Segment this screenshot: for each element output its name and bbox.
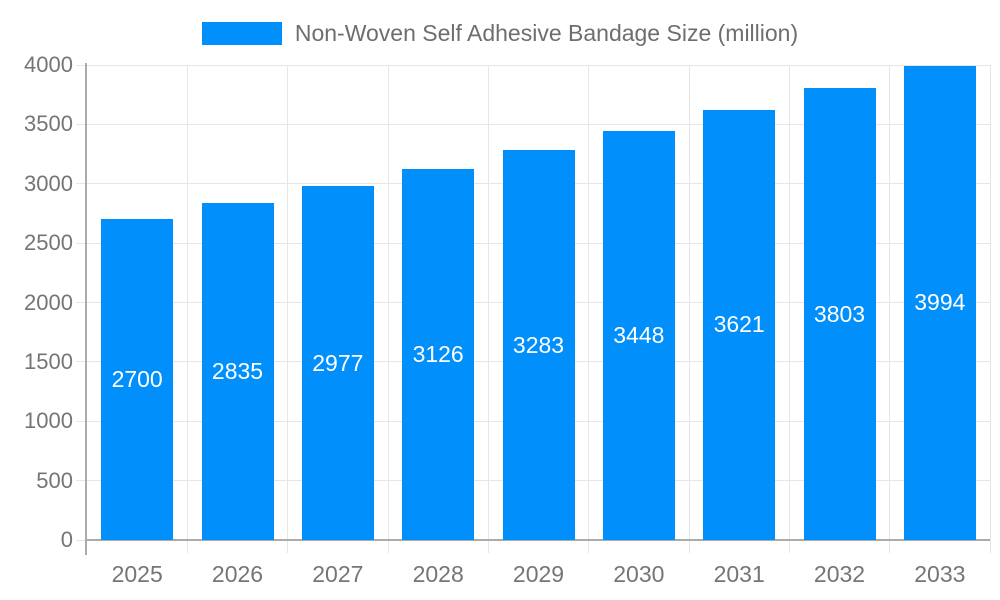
x-axis-tick bbox=[588, 540, 590, 553]
x-axis-tick bbox=[287, 540, 289, 553]
x-tick-label: 2029 bbox=[512, 561, 565, 587]
bar-value-label: 2977 bbox=[312, 349, 364, 376]
bar[interactable]: 3126 bbox=[402, 168, 475, 540]
bar-value-label: 2700 bbox=[111, 366, 163, 393]
y-tick-label: 2000 bbox=[24, 289, 73, 315]
bar-value-label: 3283 bbox=[512, 331, 565, 358]
bar[interactable]: 2977 bbox=[301, 186, 374, 540]
bar[interactable]: 3994 bbox=[903, 65, 976, 540]
y-tick-label: 2500 bbox=[24, 230, 73, 256]
x-axis-line bbox=[85, 539, 990, 541]
gridline-v bbox=[287, 65, 289, 540]
x-tick-label: 2026 bbox=[211, 561, 264, 587]
y-axis-tick bbox=[76, 539, 87, 541]
legend-label: Non-Woven Self Adhesive Bandage Size (mi… bbox=[294, 20, 799, 46]
bar-value-label: 3126 bbox=[412, 340, 464, 367]
bar[interactable]: 3621 bbox=[703, 110, 776, 540]
x-axis-tick bbox=[487, 540, 489, 553]
y-tick-label: 3500 bbox=[24, 111, 73, 137]
gridline-h bbox=[87, 123, 990, 125]
bar-value-label: 3803 bbox=[813, 300, 866, 327]
y-axis-tick bbox=[76, 302, 87, 303]
y-tick-label: 1000 bbox=[24, 408, 73, 434]
x-tick-label: 2033 bbox=[914, 561, 966, 587]
gridline-v bbox=[387, 65, 389, 540]
gridline-v bbox=[889, 65, 891, 540]
y-axis-tick bbox=[76, 242, 87, 244]
x-axis-tick bbox=[688, 540, 690, 553]
x-tick-label: 2025 bbox=[111, 561, 163, 587]
y-tick-label: 1500 bbox=[24, 348, 73, 374]
y-tick-label: 3000 bbox=[24, 170, 73, 196]
y-tick-label: 4000 bbox=[24, 52, 73, 77]
gridline-v bbox=[788, 65, 790, 540]
y-axis-tick bbox=[76, 420, 87, 422]
bar[interactable]: 3803 bbox=[803, 88, 876, 540]
legend-swatch bbox=[201, 21, 282, 45]
bar-value-label: 3621 bbox=[713, 311, 765, 338]
y-axis-tick bbox=[76, 183, 87, 185]
bar-value-label: 2835 bbox=[211, 358, 264, 385]
y-axis-tick bbox=[76, 361, 87, 363]
y-tick-label: 500 bbox=[36, 467, 73, 493]
gridline-v bbox=[186, 65, 188, 540]
bar[interactable]: 3448 bbox=[602, 130, 675, 540]
x-axis-tick bbox=[186, 540, 188, 553]
x-axis-tick bbox=[387, 540, 389, 553]
x-tick-label: 2031 bbox=[713, 561, 765, 587]
gridline-v bbox=[989, 65, 991, 540]
x-axis-tick bbox=[788, 540, 790, 553]
x-tick-label: 2028 bbox=[412, 561, 464, 587]
x-tick-label: 2030 bbox=[613, 561, 665, 587]
x-axis-tick bbox=[889, 540, 891, 553]
bar[interactable]: 2835 bbox=[201, 203, 274, 540]
y-axis-tick bbox=[76, 123, 87, 125]
bar[interactable]: 3283 bbox=[502, 150, 575, 540]
legend: Non-Woven Self Adhesive Bandage Size (mi… bbox=[0, 20, 1000, 46]
bar-value-label: 3448 bbox=[613, 321, 665, 348]
y-axis-tick bbox=[76, 480, 87, 482]
x-axis-tick bbox=[989, 540, 991, 553]
y-axis-tick bbox=[76, 64, 87, 66]
gridline-v bbox=[688, 65, 690, 540]
x-tick-label: 2027 bbox=[312, 561, 364, 587]
bar-value-label: 3994 bbox=[914, 289, 966, 316]
y-tick-label: 0 bbox=[60, 527, 73, 552]
gridline-v bbox=[487, 65, 489, 540]
legend-item[interactable]: Non-Woven Self Adhesive Bandage Size (mi… bbox=[201, 20, 799, 46]
bar[interactable]: 2700 bbox=[101, 219, 174, 540]
gridline-v bbox=[588, 65, 590, 540]
y-axis-line bbox=[85, 63, 87, 555]
x-tick-label: 2032 bbox=[813, 561, 866, 587]
gridline-h bbox=[87, 64, 990, 66]
